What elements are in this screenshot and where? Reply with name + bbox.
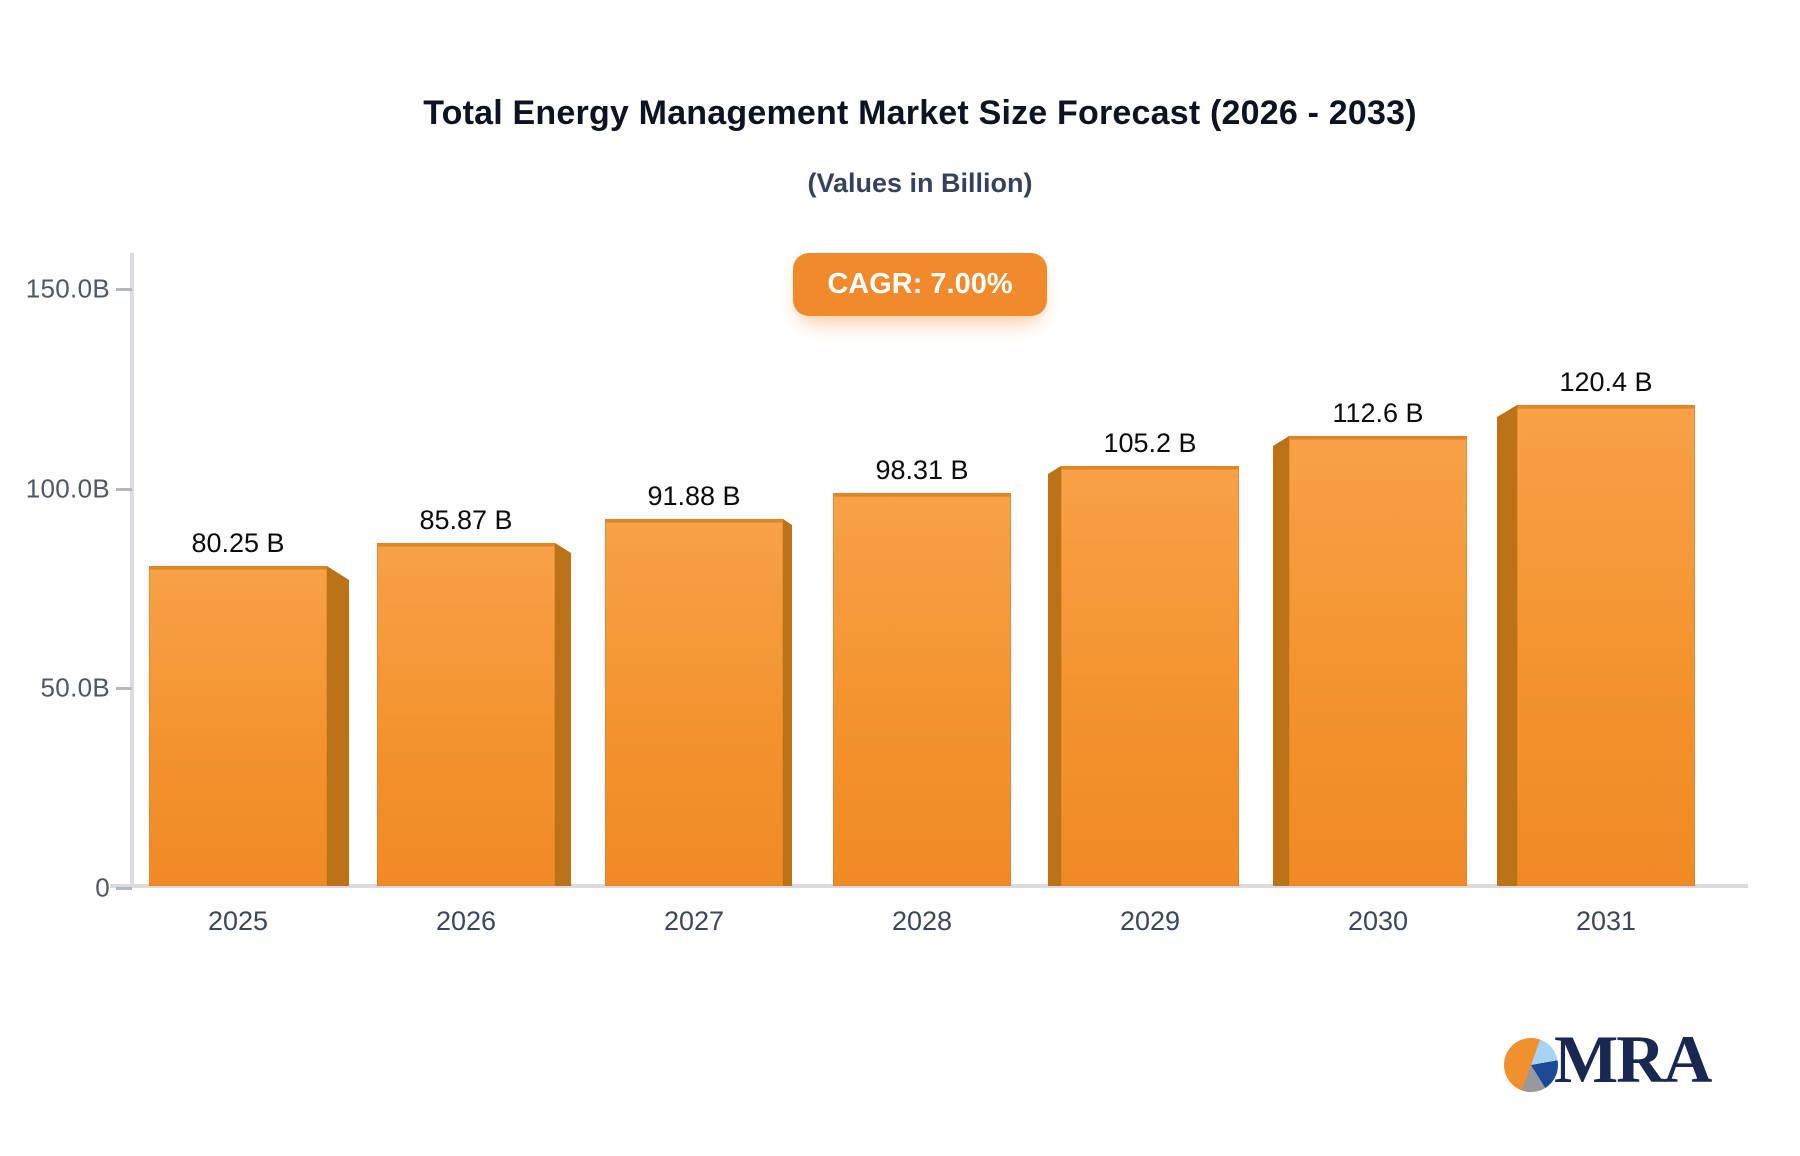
bar-side-3d	[1273, 436, 1289, 886]
y-tick-mark	[116, 487, 132, 491]
mra-logo-text: MRA	[1554, 1021, 1712, 1097]
chart-subtitle: (Values in Billion)	[807, 168, 1033, 198]
bar-2027	[605, 519, 792, 886]
bar-face	[377, 543, 555, 886]
bar-side-3d	[783, 519, 792, 886]
bar-value-label: 112.6 B	[1332, 398, 1424, 428]
bar-face	[1517, 405, 1695, 886]
x-tick-label-2028: 2028	[891, 906, 953, 936]
bar-value-label: 91.88 B	[647, 481, 741, 511]
bar-2026	[377, 543, 571, 886]
bar-2025	[149, 566, 349, 886]
y-tick-label: 150.0B	[25, 273, 110, 304]
bar-value-label: 80.25 B	[191, 528, 285, 558]
x-tick-label-2031: 2031	[1575, 906, 1637, 936]
bar-side-3d	[555, 543, 571, 886]
bar-value-label: 98.31 B	[875, 455, 969, 485]
bar-face	[605, 519, 783, 886]
bar-side-3d	[327, 566, 349, 886]
bar-face	[833, 493, 1011, 886]
bar-2028	[833, 493, 1011, 886]
x-tick-label-2025: 2025	[207, 906, 269, 936]
x-tick-label-2027: 2027	[663, 906, 725, 936]
chart-title: Total Energy Management Market Size Fore…	[423, 94, 1417, 132]
y-tick-mark	[116, 887, 132, 890]
y-tick-label: 100.0B	[25, 473, 110, 504]
bar-value-label: 105.2 B	[1103, 428, 1197, 458]
y-tick-mark	[116, 288, 132, 291]
bar-face	[1289, 436, 1467, 886]
bar-value-label: 120.4 B	[1559, 367, 1653, 397]
cagr-badge-row: CAGR: 7.00%	[40, 253, 1800, 316]
x-tick-label-2026: 2026	[435, 906, 497, 936]
mra-logo: MRA	[1502, 1021, 1742, 1120]
y-tick-label: 0	[95, 872, 110, 903]
bar-face	[1061, 466, 1239, 886]
cagr-badge: CAGR: 7.00%	[793, 253, 1047, 316]
x-axis-line	[110, 884, 1748, 888]
y-tick-label: 50.0B	[40, 672, 110, 703]
bar-2031	[1497, 405, 1695, 886]
y-tick-mark	[116, 687, 132, 691]
bar-side-3d	[1048, 466, 1061, 886]
y-axis-line	[130, 253, 134, 886]
bar-side-3d	[1497, 405, 1517, 886]
bar-2029	[1048, 466, 1239, 886]
bar-2030	[1273, 436, 1467, 886]
mra-logo-pie-icon	[1504, 1038, 1558, 1092]
x-tick-label-2030: 2030	[1347, 906, 1409, 936]
bar-face	[149, 566, 327, 886]
bar-value-label: 85.87 B	[419, 505, 513, 535]
x-tick-label-2029: 2029	[1119, 906, 1181, 936]
